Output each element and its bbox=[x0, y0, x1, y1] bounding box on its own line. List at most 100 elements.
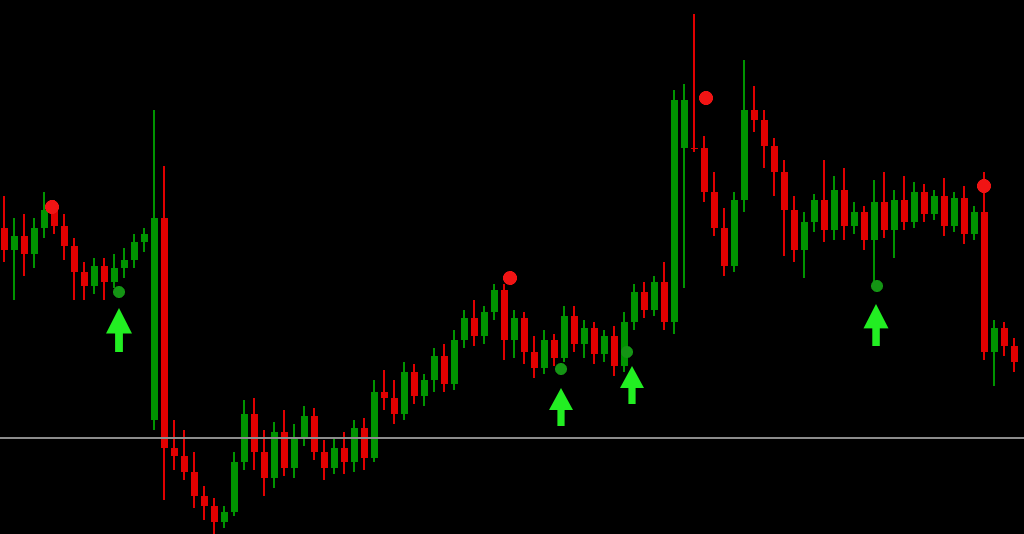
candle bbox=[461, 310, 468, 348]
candle-body bbox=[591, 328, 598, 354]
candle bbox=[351, 420, 358, 472]
candle bbox=[201, 486, 208, 520]
candle-body bbox=[821, 200, 828, 230]
candle bbox=[81, 262, 88, 300]
candle-wick bbox=[383, 370, 385, 410]
candle-body bbox=[371, 392, 378, 458]
candle-body bbox=[431, 356, 438, 380]
candle bbox=[541, 330, 548, 374]
candle bbox=[691, 14, 698, 152]
candle-body bbox=[631, 292, 638, 322]
buy-signal-arrow bbox=[106, 308, 132, 352]
signal-markers-layer bbox=[45, 91, 991, 426]
candle bbox=[971, 206, 978, 240]
candle-body bbox=[541, 340, 548, 368]
candle bbox=[711, 172, 718, 236]
bullish-dot bbox=[555, 363, 567, 375]
candle-body bbox=[321, 452, 328, 468]
candle-body bbox=[871, 202, 878, 240]
candle-body bbox=[891, 200, 898, 230]
candle bbox=[921, 184, 928, 222]
candle-body bbox=[811, 200, 818, 222]
candle-body bbox=[181, 456, 188, 472]
candle-body bbox=[441, 356, 448, 384]
candle bbox=[591, 322, 598, 364]
candle bbox=[851, 202, 858, 234]
candle-body bbox=[71, 246, 78, 272]
candle-body bbox=[991, 328, 998, 352]
candle-body bbox=[281, 432, 288, 468]
candle bbox=[821, 160, 828, 242]
candle bbox=[371, 380, 378, 462]
bearish-dot bbox=[503, 271, 517, 285]
candle-body bbox=[571, 316, 578, 344]
candle bbox=[191, 452, 198, 508]
candle bbox=[801, 212, 808, 278]
candle-body bbox=[111, 268, 118, 282]
candle-body bbox=[581, 328, 588, 344]
candle-body bbox=[861, 212, 868, 240]
candle-body bbox=[671, 100, 678, 322]
candle-wick bbox=[183, 430, 185, 480]
candle bbox=[31, 218, 38, 268]
bullish-dot bbox=[621, 346, 633, 358]
candle-body bbox=[881, 202, 888, 230]
candle bbox=[571, 306, 578, 352]
candle-body bbox=[271, 432, 278, 478]
candle-body bbox=[841, 190, 848, 226]
candle-body bbox=[901, 200, 908, 222]
candle-body bbox=[151, 218, 158, 420]
candle-body bbox=[211, 506, 218, 522]
candle bbox=[761, 110, 768, 168]
candle bbox=[641, 282, 648, 318]
candle bbox=[841, 168, 848, 240]
candle-body bbox=[971, 212, 978, 234]
candle bbox=[301, 406, 308, 446]
candle bbox=[481, 306, 488, 344]
candle bbox=[261, 430, 268, 496]
candle-body bbox=[621, 322, 628, 366]
candle-body bbox=[91, 266, 98, 286]
candle bbox=[181, 430, 188, 480]
candle bbox=[991, 320, 998, 386]
candle-body bbox=[311, 416, 318, 452]
candle-body bbox=[391, 398, 398, 414]
candle-body bbox=[221, 512, 228, 522]
candle bbox=[131, 234, 138, 268]
candle bbox=[391, 380, 398, 424]
candle-body bbox=[131, 242, 138, 260]
candle-body bbox=[751, 110, 758, 120]
bullish-dot bbox=[113, 286, 125, 298]
candle-wick bbox=[13, 218, 15, 300]
candle bbox=[881, 172, 888, 238]
candle bbox=[871, 180, 878, 284]
candle bbox=[771, 138, 778, 196]
candle-body bbox=[651, 282, 658, 310]
candle-body bbox=[741, 110, 748, 200]
candle-body bbox=[551, 340, 558, 358]
candle bbox=[11, 218, 18, 300]
candle bbox=[431, 348, 438, 392]
bearish-dot bbox=[45, 200, 59, 214]
candle bbox=[41, 192, 48, 238]
candle-body bbox=[761, 120, 768, 146]
candle bbox=[651, 276, 658, 316]
buy-signal-arrow bbox=[863, 304, 889, 346]
candle bbox=[451, 330, 458, 390]
candle-body bbox=[961, 198, 968, 234]
candle-body bbox=[791, 210, 798, 250]
candle bbox=[441, 344, 448, 392]
candle-body bbox=[611, 336, 618, 366]
candle-wick bbox=[993, 320, 995, 386]
candle bbox=[891, 190, 898, 258]
buy-signal-arrow bbox=[549, 388, 573, 426]
candle-body bbox=[471, 318, 478, 336]
candle-body bbox=[331, 448, 338, 468]
candle-body bbox=[851, 212, 858, 226]
candle bbox=[361, 418, 368, 470]
candle-wick bbox=[753, 86, 755, 132]
candle-body bbox=[641, 292, 648, 310]
candle-body bbox=[931, 196, 938, 214]
candle bbox=[931, 190, 938, 220]
